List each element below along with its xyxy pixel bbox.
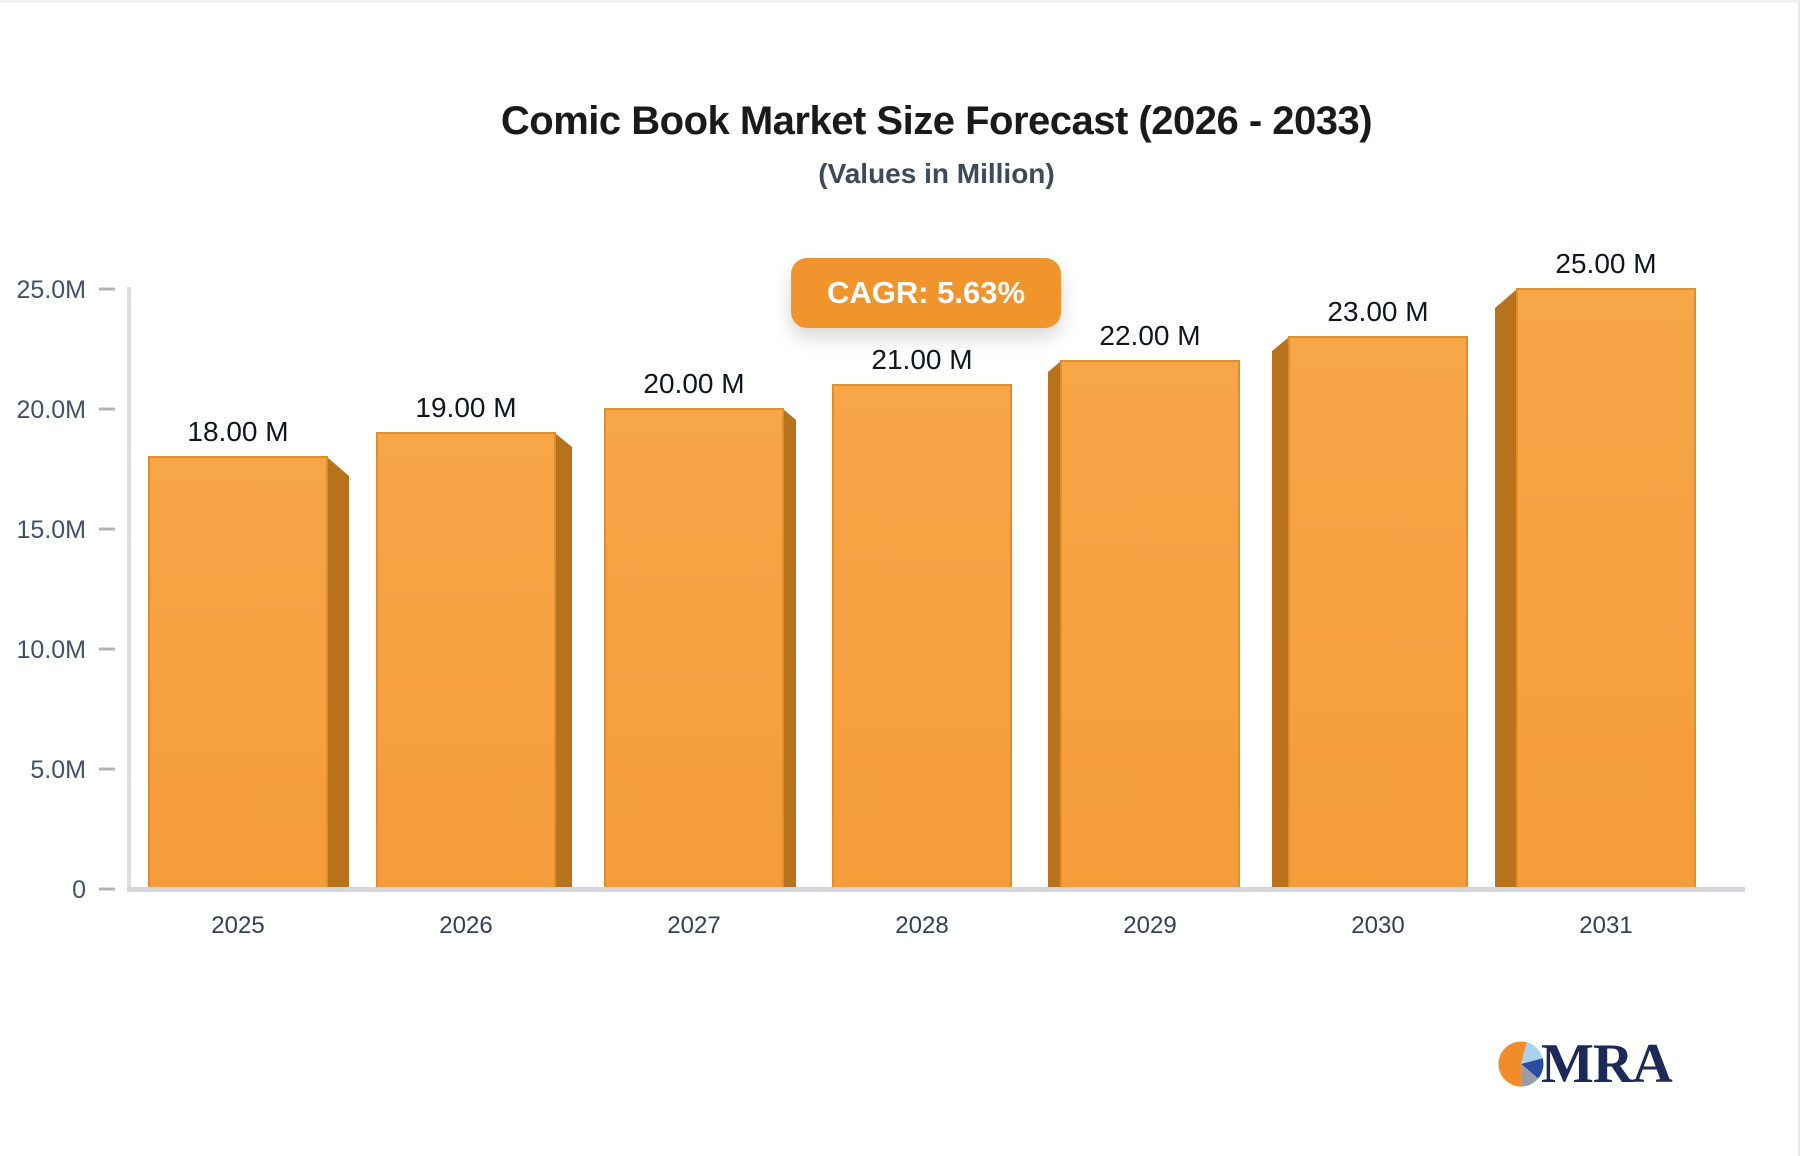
bar-2025[interactable] bbox=[148, 456, 328, 890]
x-category-label: 2026 bbox=[439, 912, 492, 939]
bar-2025-side bbox=[327, 457, 349, 889]
y-tick-label: 15.0M bbox=[17, 516, 86, 544]
bar-value-label: 20.00 M bbox=[643, 368, 744, 399]
bar-value-label: 22.00 M bbox=[1099, 320, 1200, 351]
y-tick bbox=[99, 527, 115, 531]
x-category-label: 2029 bbox=[1123, 912, 1176, 939]
bar-2029[interactable] bbox=[1060, 360, 1240, 890]
y-tick bbox=[99, 407, 115, 411]
y-tick-label: 25.0M bbox=[17, 276, 86, 304]
mra-logo: MRA bbox=[1498, 1033, 1673, 1095]
x-axis-baseline bbox=[127, 887, 1745, 892]
x-category-label: 2031 bbox=[1579, 912, 1632, 939]
y-tick-label: 20.0M bbox=[17, 396, 86, 424]
pie-slice-orange bbox=[1498, 1041, 1527, 1087]
pie-slice-light-blue bbox=[1521, 1042, 1543, 1064]
bar-2031-side bbox=[1495, 289, 1517, 889]
cagr-badge-label: CAGR: 5.63% bbox=[826, 275, 1026, 310]
logo-text: MRA bbox=[1541, 1033, 1673, 1095]
pie-chart-icon bbox=[1498, 1041, 1544, 1087]
y-tick-label: 10.0M bbox=[17, 636, 86, 664]
chart-title: Comic Book Market Size Forecast (2026 - … bbox=[500, 99, 1373, 143]
bar-2030[interactable] bbox=[1288, 336, 1468, 890]
y-tick bbox=[99, 287, 115, 291]
x-category-label: 2028 bbox=[895, 912, 948, 939]
y-tick-label: 5.0M bbox=[30, 756, 86, 784]
pie-slice-gray bbox=[1521, 1064, 1539, 1087]
y-tick-label: 0 bbox=[72, 876, 86, 904]
chart-header: Comic Book Market Size Forecast (2026 - … bbox=[130, 99, 1743, 190]
bar-chart-svg: 25.0M 20.0M 15.0M 10.0M 5.0M 0 18.00 M 2025 19.0… bbox=[17, 248, 1745, 939]
y-tick bbox=[99, 647, 115, 651]
cagr-badge: CAGR: 5.63% bbox=[791, 258, 1061, 328]
bar-2028[interactable] bbox=[832, 384, 1012, 890]
pie-slice-navy bbox=[1521, 1058, 1544, 1079]
bar-2026[interactable] bbox=[376, 432, 556, 890]
x-category-label: 2030 bbox=[1351, 912, 1404, 939]
x-category-label: 2025 bbox=[211, 912, 264, 939]
bar-value-label: 21.00 M bbox=[871, 344, 972, 375]
bar-value-label: 19.00 M bbox=[415, 392, 516, 423]
bar-2027[interactable] bbox=[604, 408, 784, 890]
bar-value-label: 25.00 M bbox=[1555, 248, 1656, 279]
bar-2030-side bbox=[1272, 337, 1289, 889]
bar-2027-side bbox=[783, 409, 796, 889]
y-tick bbox=[99, 767, 115, 771]
y-axis-line bbox=[127, 287, 131, 889]
bar-2026-side bbox=[555, 433, 572, 889]
y-tick bbox=[99, 887, 115, 891]
bar-2031[interactable] bbox=[1516, 288, 1696, 890]
bar-2029-side bbox=[1048, 361, 1061, 889]
x-category-label: 2027 bbox=[667, 912, 720, 939]
chart-subtitle: (Values in Million) bbox=[818, 158, 1055, 189]
bar-value-label: 23.00 M bbox=[1327, 296, 1428, 327]
bar-value-label: 18.00 M bbox=[187, 416, 288, 447]
